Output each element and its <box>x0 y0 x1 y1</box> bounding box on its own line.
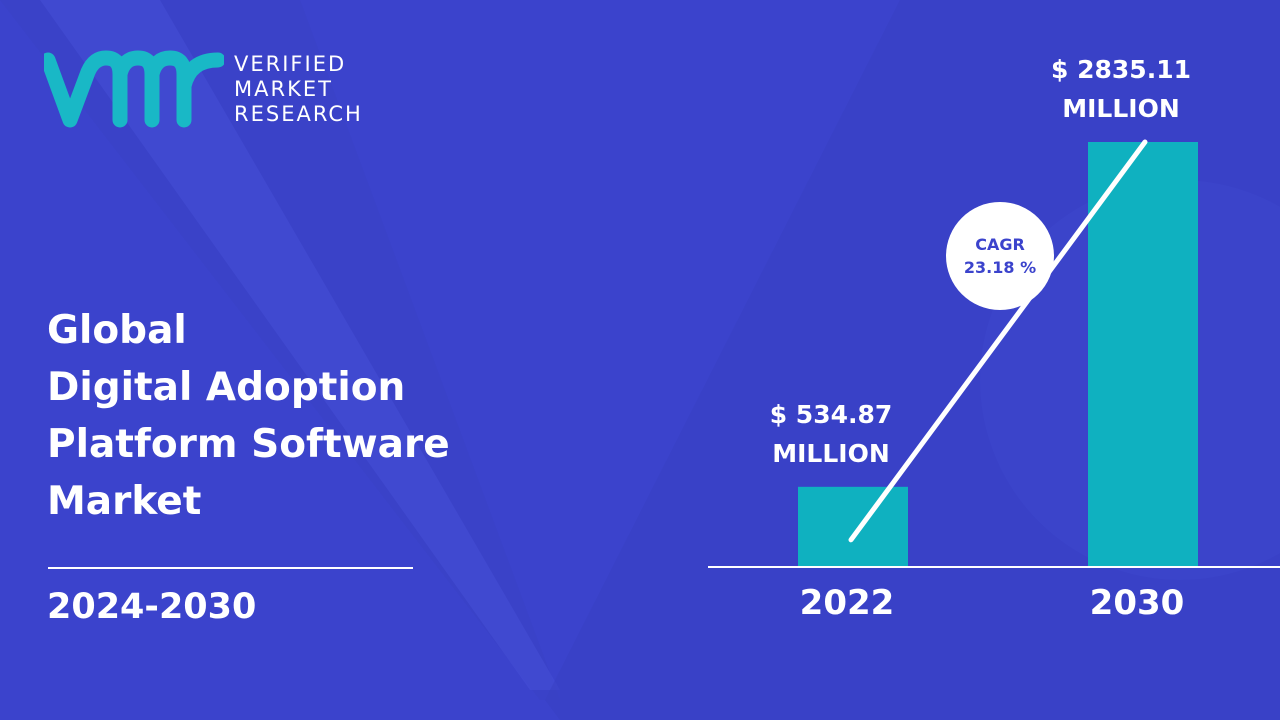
bar-2022 <box>798 486 908 567</box>
brand-line: MARKET <box>234 77 333 101</box>
title-line: Global <box>47 308 187 353</box>
x-tick-2030: 2030 <box>1090 583 1185 623</box>
cagr-value: 23.18 % <box>964 258 1036 277</box>
value-label-line: MILLION <box>772 439 890 468</box>
brand-line: VERIFIED <box>234 52 347 76</box>
vmr-logo-icon <box>44 50 224 128</box>
bar-2030 <box>1088 142 1198 567</box>
x-tick-2022: 2022 <box>800 583 895 623</box>
title-line: Platform Software <box>47 422 450 467</box>
value-label-2022: $ 534.87 MILLION <box>770 400 893 468</box>
cagr-badge <box>946 202 1054 310</box>
brand-logo: VERIFIED MARKET RESEARCH <box>44 50 404 130</box>
value-label-line: $ 534.87 <box>770 400 893 429</box>
forecast-period: 2024-2030 <box>47 587 257 627</box>
title-line: Market <box>47 479 202 524</box>
brand-line: RESEARCH <box>234 102 363 126</box>
cagr-title: CAGR <box>975 235 1025 254</box>
title-line: Digital Adoption <box>47 365 406 410</box>
value-label-line: $ 2835.11 <box>1051 55 1191 84</box>
report-title: Global Digital Adoption Platform Softwar… <box>47 302 567 530</box>
growth-trend-line <box>848 139 1148 543</box>
brand-name: VERIFIED MARKET RESEARCH <box>234 52 363 127</box>
value-label-2030: $ 2835.11 MILLION <box>1051 55 1191 123</box>
title-divider <box>48 567 413 569</box>
value-label-line: MILLION <box>1062 94 1180 123</box>
